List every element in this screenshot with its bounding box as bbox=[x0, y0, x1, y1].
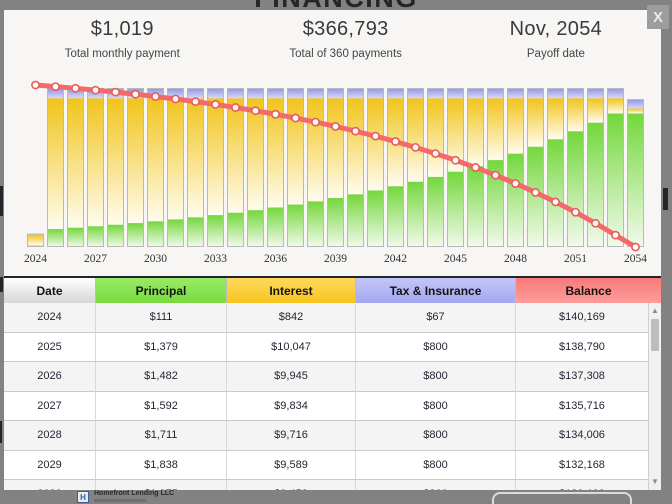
payoff-date-value: Nov, 2054 bbox=[509, 18, 603, 40]
table-cell-interest: $9,716 bbox=[227, 421, 356, 451]
amortization-table-body: 2024 $111 $842 $67 $140,169 2025 $1,379 $10,047… bbox=[4, 303, 648, 490]
svg-text:2024: 2024 bbox=[24, 253, 47, 265]
svg-text:2051: 2051 bbox=[564, 253, 587, 265]
table-cell-principal: $1,711 bbox=[96, 421, 227, 451]
svg-text:2033: 2033 bbox=[204, 253, 227, 265]
page-edge-fragment bbox=[0, 186, 3, 216]
scrollbar-thumb[interactable] bbox=[651, 319, 659, 351]
header-balance: Balance bbox=[516, 278, 661, 303]
amortization-chart: 2024 2027 2030 2033 2036 2039 2042 2045 2048 2051… bbox=[24, 80, 647, 265]
header-interest: Interest bbox=[227, 278, 356, 303]
page-edge-fragment bbox=[0, 277, 3, 292]
header-tax-insurance: Tax & Insurance bbox=[356, 278, 516, 303]
table-cell-date: 2027 bbox=[4, 391, 96, 421]
monthly-payment-label: Total monthly payment bbox=[64, 48, 180, 60]
table-cell-interest: $10,047 bbox=[227, 332, 356, 362]
table-cell-balance: $140,169 bbox=[516, 303, 648, 333]
table-cell-balance: $135,716 bbox=[516, 391, 648, 421]
table-cell-interest: $842 bbox=[227, 303, 356, 333]
table-cell-balance: $130,193 bbox=[516, 480, 648, 490]
table-cell-principal: $1,975 bbox=[96, 480, 227, 490]
table-cell-principal: $1,838 bbox=[96, 450, 227, 480]
svg-text:2027: 2027 bbox=[84, 253, 107, 265]
svg-text:2039: 2039 bbox=[324, 253, 347, 265]
table-cell-date: 2025 bbox=[4, 332, 96, 362]
table-cell-tax: $800 bbox=[356, 450, 516, 480]
logo-subline bbox=[94, 499, 146, 502]
table-cell-tax: $800 bbox=[356, 332, 516, 362]
svg-text:2030: 2030 bbox=[144, 253, 167, 265]
amortization-table-header: Date Principal Interest Tax & Insurance … bbox=[4, 276, 661, 303]
table-cell-balance: $138,790 bbox=[516, 332, 648, 362]
table-cell-balance: $137,308 bbox=[516, 362, 648, 392]
header-date: Date bbox=[4, 278, 96, 303]
svg-text:2036: 2036 bbox=[264, 253, 287, 265]
header-principal: Principal bbox=[96, 278, 227, 303]
table-cell-date: 2024 bbox=[4, 303, 96, 333]
table-cell-interest: $9,452 bbox=[227, 480, 356, 490]
homefront-logo-icon: H bbox=[77, 491, 89, 503]
table-cell-principal: $1,482 bbox=[96, 362, 227, 392]
svg-text:2045: 2045 bbox=[444, 253, 467, 265]
table-cell-balance: $132,168 bbox=[516, 450, 648, 480]
table-cell-principal: $1,592 bbox=[96, 391, 227, 421]
table-cell-date: 2029 bbox=[4, 450, 96, 480]
svg-text:2048: 2048 bbox=[504, 253, 527, 265]
table-cell-date: 2030 bbox=[4, 480, 96, 490]
table-cell-interest: $9,945 bbox=[227, 362, 356, 392]
stat-monthly-payment: $1,019 Total monthly payment bbox=[4, 18, 241, 60]
stat-total-payments: $366,793 Total of 360 payments bbox=[241, 18, 451, 60]
table-cell-balance: $134,006 bbox=[516, 421, 648, 451]
table-cell-tax: $67 bbox=[356, 303, 516, 333]
table-cell-date: 2028 bbox=[4, 421, 96, 451]
table-cell-principal: $111 bbox=[96, 303, 227, 333]
table-cell-interest: $9,589 bbox=[227, 450, 356, 480]
total-payments-label: Total of 360 payments bbox=[289, 48, 402, 60]
close-button[interactable]: X bbox=[647, 5, 669, 29]
stat-payoff-date: Nov, 2054 Payoff date bbox=[451, 18, 661, 60]
close-icon: X bbox=[652, 8, 663, 26]
page-title: FINANCING bbox=[0, 0, 672, 14]
table-cell-principal: $1,379 bbox=[96, 332, 227, 362]
svg-text:2054: 2054 bbox=[624, 253, 647, 265]
svg-text:2042: 2042 bbox=[384, 253, 407, 265]
monthly-payment-value: $1,019 bbox=[90, 18, 154, 40]
table-cell-interest: $9,834 bbox=[227, 391, 356, 421]
table-scrollbar[interactable]: ▲ ▼ bbox=[648, 303, 661, 490]
total-payments-value: $366,793 bbox=[302, 18, 389, 40]
summary-stats: $1,019 Total monthly payment $366,793 To… bbox=[4, 18, 661, 60]
table-cell-date: 2026 bbox=[4, 362, 96, 392]
table-cell-tax: $800 bbox=[356, 391, 516, 421]
scroll-up-icon[interactable]: ▲ bbox=[651, 306, 659, 315]
page-edge-fragment bbox=[0, 421, 2, 443]
homefront-logo-text: Homefront Lending LLC bbox=[94, 490, 175, 497]
payoff-date-label: Payoff date bbox=[526, 48, 585, 60]
logo-initial: H bbox=[80, 492, 86, 502]
financing-modal: $1,019 Total monthly payment $366,793 To… bbox=[4, 10, 661, 490]
scroll-down-icon[interactable]: ▼ bbox=[651, 477, 659, 486]
table-cell-tax: $800 bbox=[356, 480, 516, 490]
page-edge-fragment bbox=[663, 188, 668, 210]
table-cell-tax: $800 bbox=[356, 362, 516, 392]
background-page-button[interactable] bbox=[492, 492, 632, 504]
table-cell-tax: $800 bbox=[356, 421, 516, 451]
